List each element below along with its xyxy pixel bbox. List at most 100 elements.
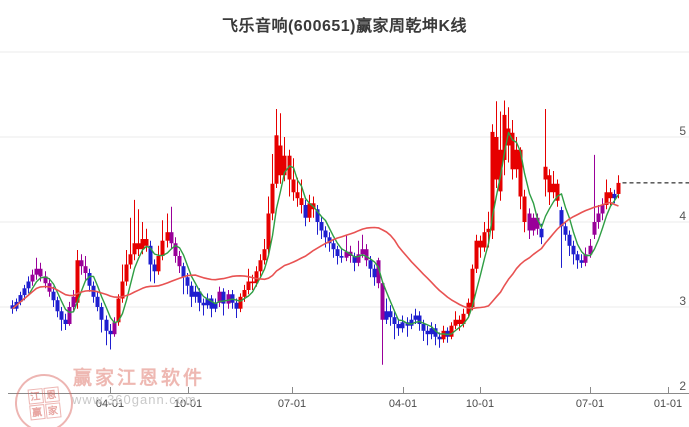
candle-body <box>120 281 125 299</box>
x-axis-label: 07-01 <box>277 398 307 410</box>
candle-body <box>124 264 129 282</box>
candle-body <box>87 273 92 286</box>
candle-body <box>514 149 519 170</box>
candle-body <box>551 183 556 193</box>
candle-body <box>470 268 475 307</box>
candle-body <box>502 114 507 160</box>
candle-body <box>344 251 349 258</box>
candle-body <box>461 313 466 324</box>
candle-body <box>201 302 206 306</box>
y-axis-label: 5 <box>679 124 686 138</box>
candle-body <box>38 268 43 277</box>
candle-body <box>327 237 332 244</box>
candle-body <box>409 319 414 326</box>
candle-body <box>238 296 243 309</box>
x-axis-label: 04-01 <box>388 398 418 410</box>
candle-body <box>67 307 72 324</box>
candle-body <box>356 254 361 263</box>
x-axis-label: 04-01 <box>95 398 125 410</box>
candle-body <box>559 210 564 227</box>
candle-body <box>588 245 593 255</box>
seal-char: 家 <box>44 401 62 419</box>
candle-body <box>478 240 483 248</box>
candle-body <box>339 256 344 258</box>
candle-body <box>498 149 503 192</box>
candle-body <box>18 295 23 302</box>
candle-body <box>156 256 161 272</box>
candle-body <box>417 315 422 324</box>
candle-body <box>140 239 145 250</box>
candle-body <box>282 155 287 176</box>
y-axis-label: 2 <box>679 379 686 393</box>
candle-body <box>59 311 64 320</box>
candle-body <box>376 260 381 284</box>
candle-body <box>315 209 320 222</box>
seal-char: 江 <box>26 387 44 405</box>
candle-body <box>567 234 572 246</box>
candle-body <box>193 291 198 297</box>
candle-body <box>295 192 300 199</box>
candle-body <box>579 260 584 263</box>
candle-body <box>217 291 222 303</box>
candle-body <box>63 319 68 324</box>
ma-short-line <box>12 131 620 336</box>
candle-body <box>571 245 576 255</box>
candle-body <box>254 271 259 284</box>
candle-body <box>258 260 263 272</box>
candle-body <box>234 302 239 309</box>
candle-body <box>421 324 426 331</box>
candle-body <box>278 145 283 176</box>
candle-body <box>128 254 133 265</box>
candle-body <box>527 213 532 231</box>
candle-body <box>547 175 552 193</box>
candle-body <box>575 254 580 261</box>
candle-body <box>433 328 438 337</box>
candle-body <box>494 137 499 180</box>
candle-body <box>457 319 462 324</box>
candle-body <box>160 240 165 256</box>
candle-body <box>116 298 121 323</box>
candle-body <box>246 281 251 290</box>
candle-body <box>331 243 336 250</box>
candle-body <box>522 196 527 222</box>
candle-body <box>112 322 117 335</box>
candle-body <box>221 291 226 304</box>
candle-body <box>242 290 247 297</box>
candle-body <box>177 256 182 267</box>
candle-body <box>30 274 35 282</box>
candle-body <box>209 298 214 309</box>
candle-body <box>83 266 88 273</box>
candle-body <box>43 276 48 284</box>
candle-body <box>189 285 194 297</box>
candle-body <box>250 281 255 284</box>
candle-body <box>205 298 210 306</box>
candle-body <box>323 230 328 238</box>
candle-body <box>335 249 340 256</box>
candle-body <box>352 256 357 263</box>
candle-body <box>474 240 479 269</box>
candle-body <box>482 232 487 248</box>
seal-char: 赢 <box>28 403 46 421</box>
candle-body <box>213 302 218 309</box>
candle-body <box>360 249 365 255</box>
candle-body <box>368 260 373 269</box>
candle-body <box>388 311 393 318</box>
candle-body <box>136 243 141 250</box>
candle-body <box>531 217 536 231</box>
candle-body <box>380 283 385 320</box>
candle-body <box>266 213 271 250</box>
candle-body <box>543 166 548 180</box>
candle-body <box>173 243 178 256</box>
chart-title: 飞乐音响(600651)赢家周乾坤K线 <box>221 18 468 35</box>
candle-body <box>518 149 523 197</box>
candle-body <box>79 260 84 267</box>
candle-body <box>181 266 186 278</box>
candle-body <box>592 222 597 235</box>
candle-body <box>197 291 202 303</box>
candle-body <box>319 222 324 231</box>
candle-body <box>616 182 621 194</box>
candle-body <box>486 228 491 233</box>
candle-body <box>539 228 544 238</box>
candle-body <box>535 217 540 229</box>
